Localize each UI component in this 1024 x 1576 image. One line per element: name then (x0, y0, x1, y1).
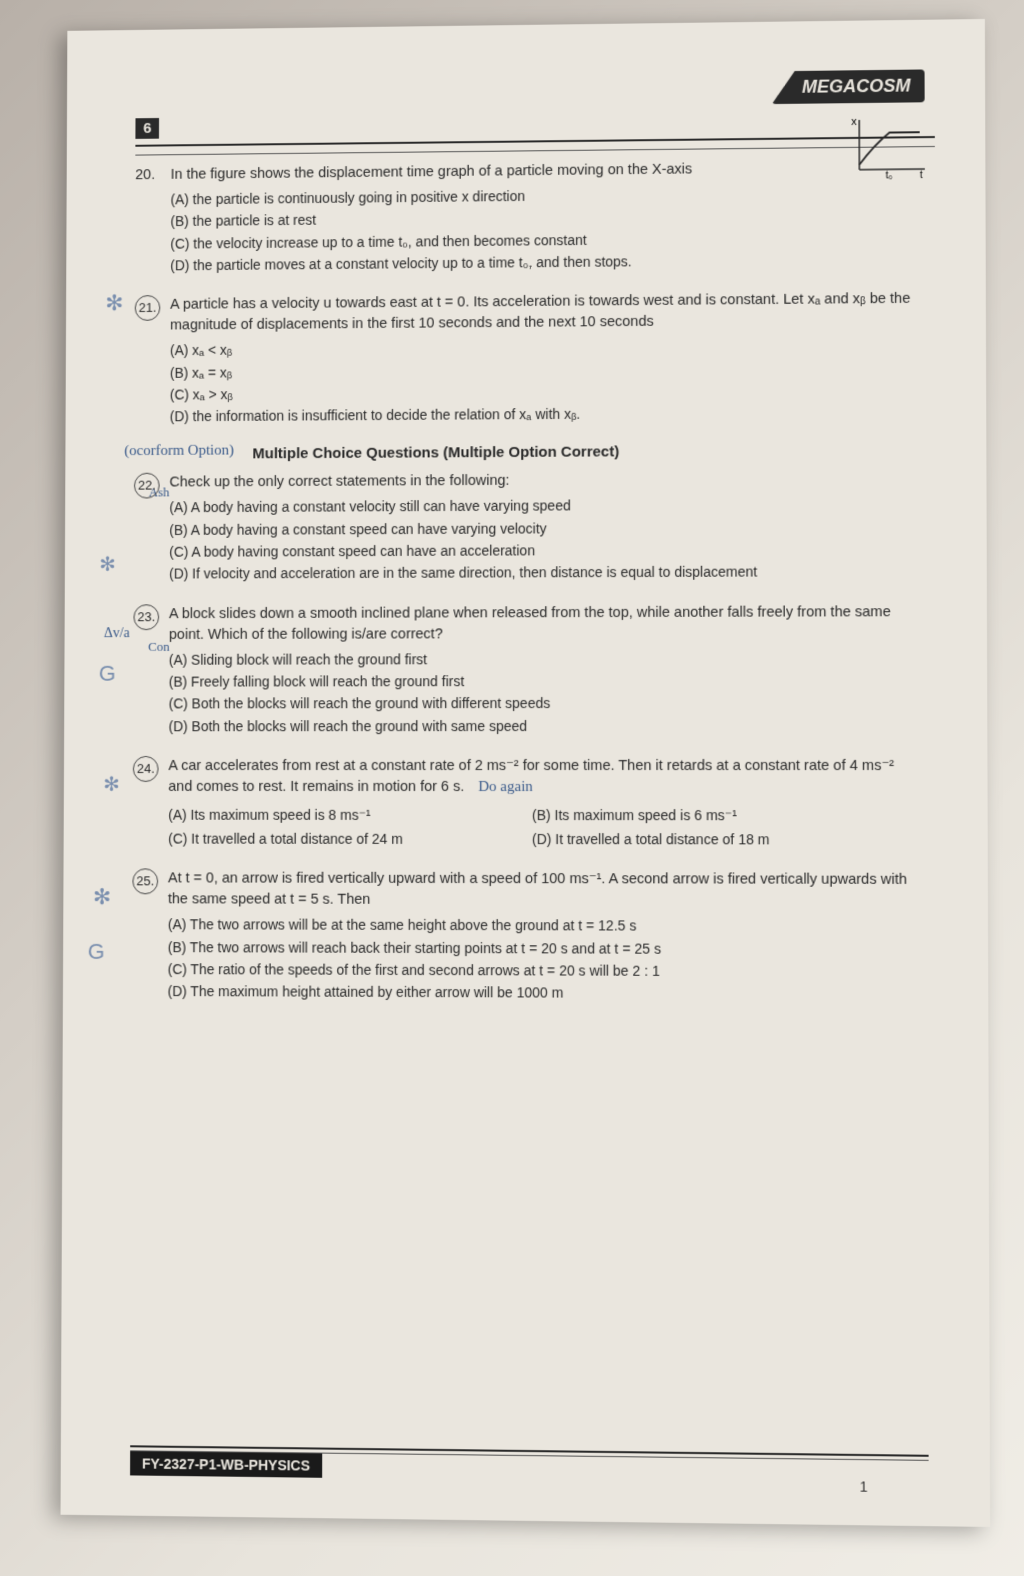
q-text: At t = 0, an arrow is fired vertically u… (168, 871, 907, 908)
handwriting-dva: Δv/a (104, 626, 130, 642)
footer-code: FY-2327-P1-WB-PHYSICS (130, 1451, 322, 1478)
option-a: (A) A body having a constant velocity st… (169, 494, 921, 518)
question-21: 21. A particle has a velocity u towards … (134, 289, 935, 429)
option-a: (A) Sliding block will reach the ground … (169, 648, 922, 670)
option-c: (C) The ratio of the speeds of the first… (168, 959, 924, 982)
pen-scribble-g: G (99, 661, 116, 687)
q-body: A car accelerates from rest at a constan… (168, 756, 923, 852)
top-divider (135, 136, 934, 147)
q-text: Check up the only correct statements in … (169, 473, 509, 491)
q-options: (A) xₐ < xᵦ (B) xₐ = xᵦ (C) xₐ > xᵦ (D) … (170, 335, 922, 427)
option-d: (D) the information is insufficient to d… (170, 402, 922, 427)
option-d: (D) It travelled a total distance of 18 … (532, 829, 896, 850)
section-title: Multiple Choice Questions (Multiple Opti… (252, 442, 935, 463)
page-marker: 6 (135, 118, 159, 139)
q-options: (A) Its maximum speed is 8 ms⁻¹ (B) Its … (168, 802, 923, 851)
option-d: (D) Both the blocks will reach the groun… (169, 715, 923, 736)
question-24: 24. A car accelerates from rest at a con… (133, 756, 937, 852)
q-body: A block slides down a smooth inclined pl… (169, 602, 923, 738)
option-b: (B) Its maximum speed is 6 ms⁻¹ (532, 805, 896, 826)
q-num-circled: 21. (135, 295, 161, 321)
option-b: (B) xₐ = xᵦ (170, 357, 922, 382)
option-c: (C) Both the blocks will reach the groun… (169, 693, 923, 714)
top-divider-thin (135, 146, 935, 156)
option-d: (D) If velocity and acceleration are in … (169, 561, 922, 584)
q-text: A particle has a velocity u towards east… (170, 291, 910, 334)
option-a: (A) xₐ < xᵦ (170, 335, 921, 361)
q-num-circled: 24. (133, 756, 159, 782)
option-c: (C) A body having constant speed can hav… (169, 539, 922, 562)
q-body: At t = 0, an arrow is fired vertically u… (168, 869, 924, 1007)
option-a: (A) The two arrows will be at the same h… (168, 914, 923, 936)
brand-badge: MEGACOSM (772, 69, 925, 104)
footer-pagenum: 1 (860, 1478, 868, 1494)
option-c: (C) xₐ > xᵦ (170, 380, 922, 405)
q-text: In the figure shows the displacement tim… (171, 162, 693, 183)
graph-ylabel: x (851, 116, 857, 128)
pen-scribble: ✻ (93, 884, 111, 910)
pen-scribble: ✻ (105, 290, 123, 316)
handwriting-option: (ocorform Option) (124, 443, 234, 460)
q-body: In the figure shows the displacement tim… (170, 157, 921, 277)
option-b: (B) A body having a constant speed can h… (169, 517, 922, 540)
q-options: (A) the particle is continuously going i… (170, 182, 921, 275)
question-22: 22. Check up the only correct statements… (134, 469, 937, 586)
q-num-circled: 22. (134, 473, 160, 499)
q-num-circled: 23. (133, 604, 159, 630)
option-c: (C) It travelled a total distance of 24 … (168, 829, 528, 850)
pen-scribble-g2: G (88, 939, 105, 965)
handwriting-doagain: Do again (478, 779, 533, 795)
option-d: (D) The maximum height attained by eithe… (168, 981, 924, 1004)
question-20: 20. In the figure shows the displacement… (135, 157, 935, 278)
q-options: (A) A body having a constant velocity st… (169, 494, 922, 584)
q-body: Check up the only correct statements in … (169, 469, 922, 586)
question-23: 23. A block slides down a smooth incline… (133, 602, 937, 738)
pen-scribble: ✻ (103, 772, 120, 797)
option-d: (D) the particle moves at a constant vel… (170, 249, 921, 276)
q-num: 20. (135, 165, 166, 186)
q-text: A block slides down a smooth inclined pl… (169, 604, 891, 643)
q-options: (A) Sliding block will reach the ground … (169, 648, 923, 736)
option-b: (B) The two arrows will reach back their… (168, 937, 923, 960)
option-b: (B) Freely falling block will reach the … (169, 670, 923, 691)
q-num-circled: 25. (132, 869, 158, 895)
pen-scribble: ✻ (99, 552, 116, 577)
option-a: (A) Its maximum speed is 8 ms⁻¹ (168, 804, 528, 825)
question-25: 25. At t = 0, an arrow is fired vertical… (132, 869, 937, 1007)
q-options: (A) The two arrows will be at the same h… (168, 914, 924, 1004)
q-body: A particle has a velocity u towards east… (170, 289, 922, 429)
worksheet-page: MEGACOSM 6 x t₀ t 20. In the figure show… (61, 19, 991, 1527)
